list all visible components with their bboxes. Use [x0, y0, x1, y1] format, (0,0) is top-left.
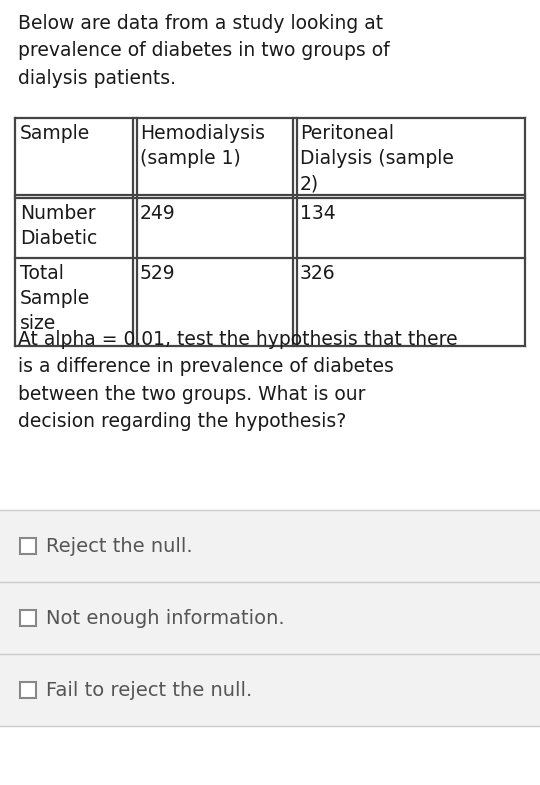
Bar — [0, 582, 540, 654]
Text: Reject the null.: Reject the null. — [46, 536, 193, 556]
Text: 326: 326 — [300, 264, 336, 283]
Text: Number
Diabetic: Number Diabetic — [20, 204, 97, 248]
Text: Sample: Sample — [20, 124, 90, 143]
Bar — [20, 610, 36, 626]
Text: Not enough information.: Not enough information. — [46, 608, 285, 627]
Text: Fail to reject the null.: Fail to reject the null. — [46, 681, 252, 699]
Text: Peritoneal
Dialysis (sample
2): Peritoneal Dialysis (sample 2) — [300, 124, 454, 193]
Bar — [20, 682, 36, 698]
Text: 529: 529 — [140, 264, 176, 283]
Text: Hemodialysis
(sample 1): Hemodialysis (sample 1) — [140, 124, 265, 168]
Text: 134: 134 — [300, 204, 336, 223]
Text: Below are data from a study looking at
prevalence of diabetes in two groups of
d: Below are data from a study looking at p… — [18, 14, 390, 87]
Bar — [0, 510, 540, 582]
Bar — [0, 654, 540, 726]
Text: 249: 249 — [140, 204, 176, 223]
Text: At alpha = 0.01, test the hypothesis that there
is a difference in prevalence of: At alpha = 0.01, test the hypothesis tha… — [18, 330, 457, 431]
Bar — [15, 118, 525, 346]
Bar — [20, 538, 36, 554]
Text: Total
Sample
size: Total Sample size — [20, 264, 90, 333]
